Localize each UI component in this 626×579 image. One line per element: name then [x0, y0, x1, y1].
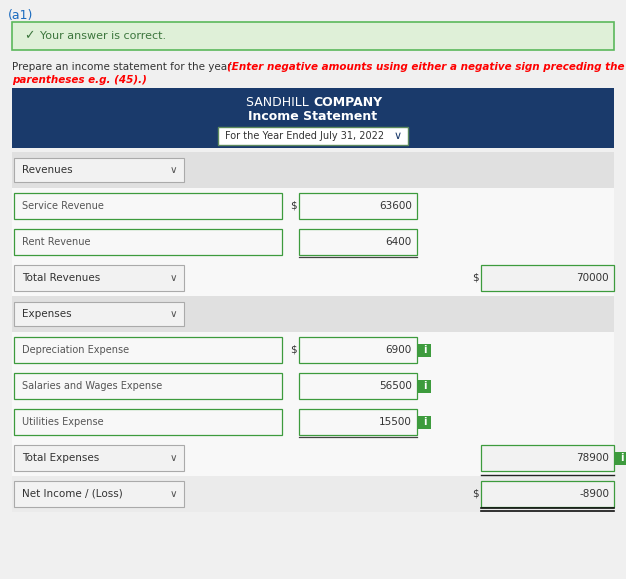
Bar [299, 193, 417, 219]
Text: SANDHILL: SANDHILL [246, 96, 313, 108]
Text: For the Year Ended July 31, 2022: For the Year Ended July 31, 2022 [225, 131, 384, 141]
Text: $: $ [472, 489, 479, 499]
Text: ∨: ∨ [170, 489, 178, 499]
Bar [12, 152, 614, 188]
Bar [12, 224, 614, 260]
Text: 6900: 6900 [386, 345, 412, 355]
Text: ∨: ∨ [170, 273, 178, 283]
Bar [481, 445, 614, 471]
Text: i: i [423, 381, 426, 391]
Bar [218, 127, 408, 145]
Bar [615, 452, 626, 464]
Bar [418, 343, 431, 357]
Text: Your answer is correct.: Your answer is correct. [40, 31, 166, 41]
Text: 15500: 15500 [379, 417, 412, 427]
Bar [12, 476, 614, 512]
Bar [14, 265, 184, 291]
Bar [14, 481, 184, 507]
Text: ∨: ∨ [170, 309, 178, 319]
Text: Total Revenues: Total Revenues [22, 273, 100, 283]
Bar [299, 373, 417, 399]
Bar [299, 337, 417, 363]
Bar [14, 229, 282, 255]
Bar [14, 409, 282, 435]
Text: $: $ [472, 273, 479, 283]
Text: Net Income / (Loss): Net Income / (Loss) [22, 489, 123, 499]
Bar [12, 296, 614, 332]
Bar [12, 22, 614, 50]
Text: Depreciation Expense: Depreciation Expense [22, 345, 129, 355]
Bar [481, 265, 614, 291]
Text: 6400: 6400 [386, 237, 412, 247]
Bar [12, 88, 614, 148]
Text: COMPANY: COMPANY [313, 96, 382, 108]
Text: i: i [423, 345, 426, 355]
Text: ✓: ✓ [24, 30, 34, 42]
Text: Revenues: Revenues [22, 165, 73, 175]
Bar [14, 445, 184, 471]
Text: Salaries and Wages Expense: Salaries and Wages Expense [22, 381, 162, 391]
Text: i: i [620, 453, 623, 463]
Text: Income Statement: Income Statement [249, 109, 377, 123]
Text: (a1): (a1) [8, 9, 33, 22]
Bar [14, 193, 282, 219]
Text: Prepare an income statement for the year.: Prepare an income statement for the year… [12, 62, 237, 72]
Text: 56500: 56500 [379, 381, 412, 391]
Text: $: $ [290, 345, 297, 355]
Bar [299, 409, 417, 435]
Text: $: $ [290, 201, 297, 211]
Bar [14, 373, 282, 399]
Text: Utilities Expense: Utilities Expense [22, 417, 104, 427]
Text: i: i [423, 417, 426, 427]
Text: ∨: ∨ [170, 165, 178, 175]
Text: Rent Revenue: Rent Revenue [22, 237, 91, 247]
Text: parentheses e.g. (45).): parentheses e.g. (45).) [12, 75, 147, 85]
Bar [418, 379, 431, 393]
Bar [14, 337, 282, 363]
Text: ∨: ∨ [394, 131, 402, 141]
Bar [14, 302, 184, 326]
Text: 78900: 78900 [576, 453, 609, 463]
Text: (Enter negative amounts using either a negative sign preceding the number e.g. -: (Enter negative amounts using either a n… [227, 62, 626, 72]
Bar [12, 188, 614, 224]
Bar [12, 404, 614, 440]
Text: ∨: ∨ [170, 453, 178, 463]
Bar [418, 416, 431, 428]
Bar [12, 260, 614, 296]
Bar [12, 332, 614, 368]
Bar [12, 440, 614, 476]
Text: 63600: 63600 [379, 201, 412, 211]
Text: Service Revenue: Service Revenue [22, 201, 104, 211]
Text: Total Expenses: Total Expenses [22, 453, 100, 463]
Bar [481, 481, 614, 507]
Bar [14, 158, 184, 182]
Bar [12, 368, 614, 404]
Text: Expenses: Expenses [22, 309, 71, 319]
Text: -8900: -8900 [579, 489, 609, 499]
Bar [12, 152, 614, 567]
Text: 70000: 70000 [577, 273, 609, 283]
Bar [299, 229, 417, 255]
